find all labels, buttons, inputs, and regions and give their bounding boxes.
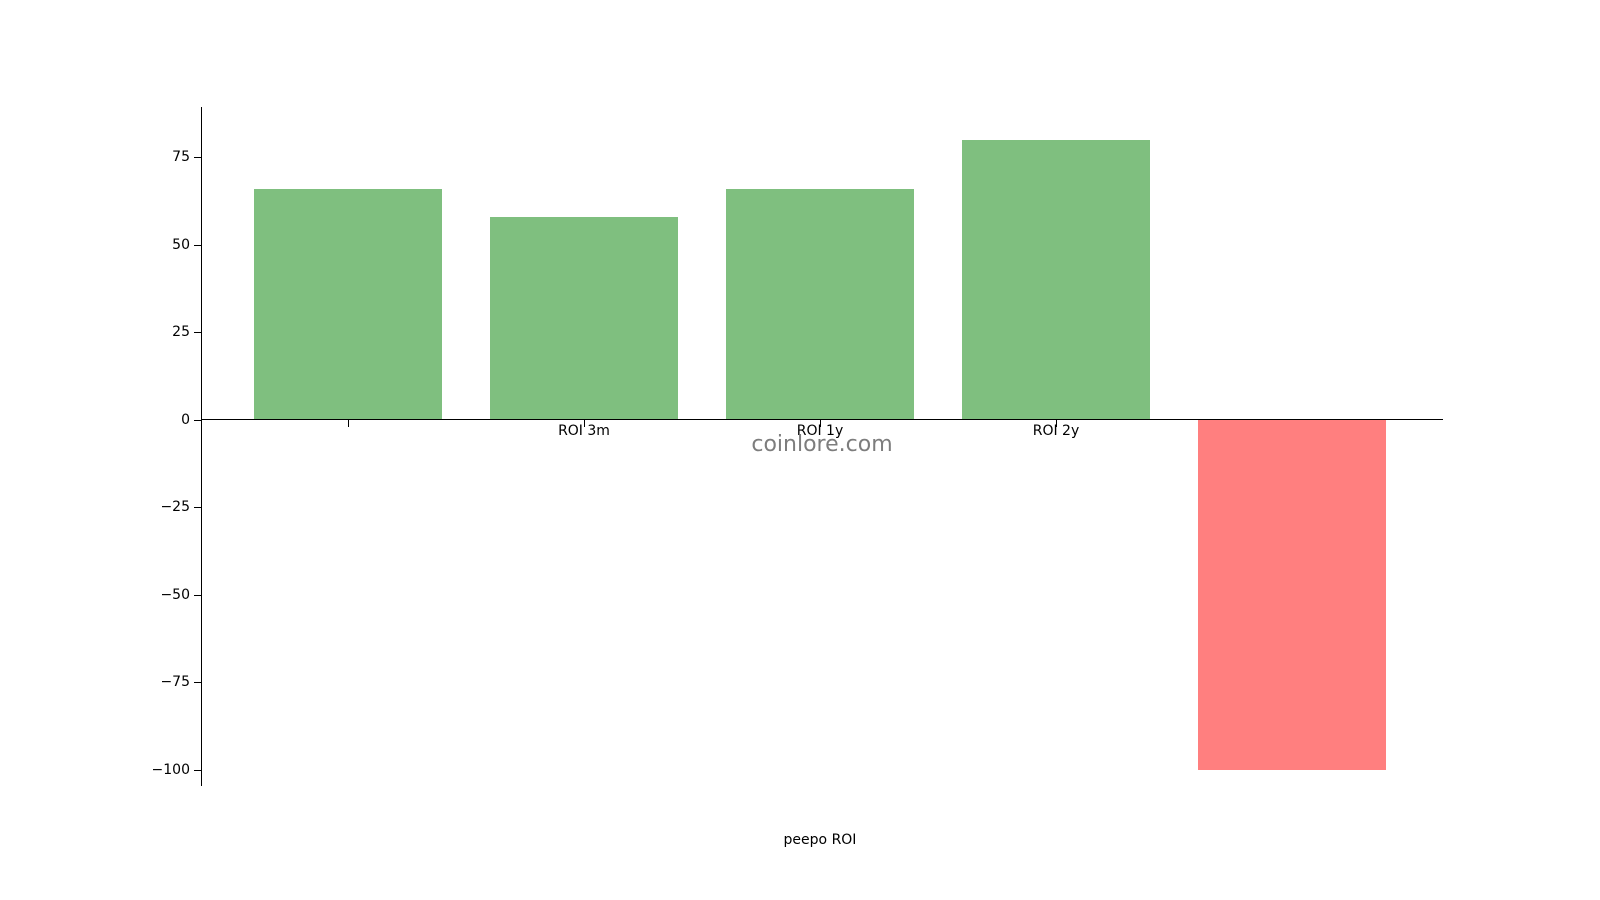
y-tick-mark (194, 594, 201, 596)
y-tick-label: −75 (160, 674, 190, 690)
y-tick-label: 50 (172, 236, 190, 253)
y-tick-label: −50 (160, 586, 190, 603)
bar-ROI 3m (490, 216, 678, 420)
x-tick-mark (1056, 420, 1057, 427)
chart-title: peepo ROI (783, 832, 857, 848)
y-tick-label: −25 (160, 499, 190, 515)
y-tick-label: 25 (172, 324, 190, 340)
bar-unlabeled-0 (254, 188, 442, 420)
bar-ROI 1y (726, 188, 914, 420)
x-tick-mark (820, 420, 821, 427)
x-tick-label: ROI 3m (558, 422, 610, 439)
x-tick-label: ROI 1y (796, 422, 844, 439)
y-tick-label: 0 (181, 411, 190, 428)
y-tick-mark (194, 157, 201, 158)
y-tick-mark (194, 244, 201, 246)
bar-ROI 2y (962, 139, 1150, 420)
x-tick-mark (584, 420, 585, 427)
y-tick-mark (194, 507, 201, 508)
y-tick-mark (194, 769, 201, 771)
y-tick-label: 75 (172, 149, 190, 165)
x-axis-zero-line (201, 419, 1443, 420)
y-tick-label: −100 (151, 761, 190, 778)
y-tick-mark (194, 419, 201, 421)
bar-unlabeled-4 (1198, 419, 1386, 770)
y-tick-mark (194, 332, 201, 333)
y-tick-mark (194, 682, 201, 683)
x-tick-mark (348, 420, 349, 427)
watermark-text: coinlore.com (751, 432, 893, 457)
y-axis-line (201, 107, 202, 786)
x-tick-label: ROI 2y (1032, 422, 1080, 439)
